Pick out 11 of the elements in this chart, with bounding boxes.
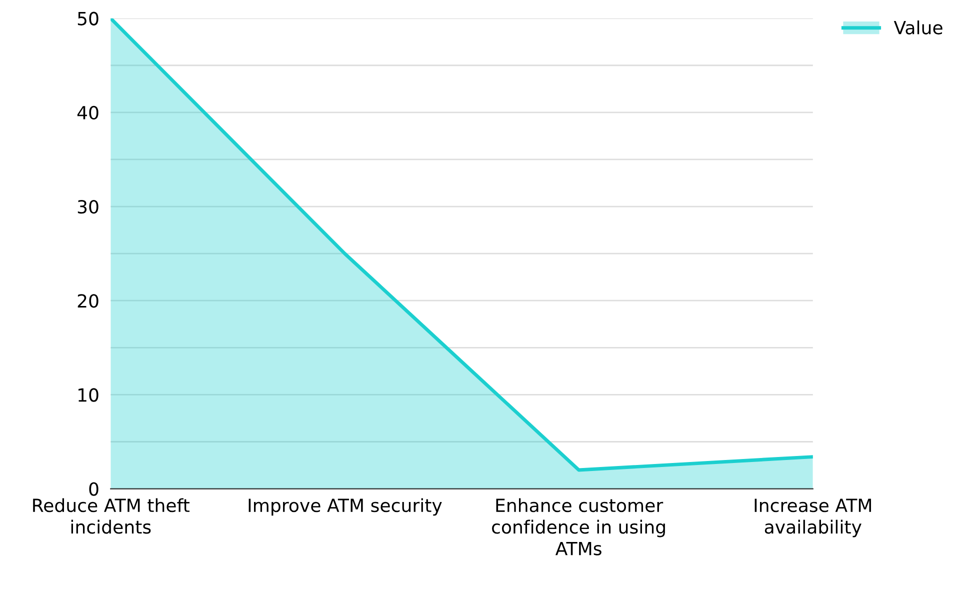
y-tick-label: 30 [78,200,98,214]
x-tick-label: Enhance customer confidence in using ATMs [492,498,665,556]
y-tick-label: 0 [89,482,98,496]
y-tick-label: 50 [78,12,98,26]
y-tick-label: 10 [78,388,98,402]
x-tick-label: Improve ATM security [248,498,442,516]
x-tick-label: Reduce ATM theft incidents [33,498,190,534]
y-tick-label: 20 [78,294,98,308]
legend-label: Value [894,20,942,34]
x-tick-label: Increase ATM availability [754,498,871,538]
y-tick-label: 40 [77,106,98,120]
